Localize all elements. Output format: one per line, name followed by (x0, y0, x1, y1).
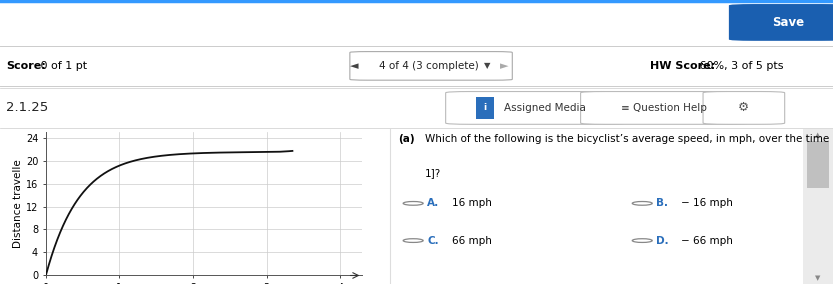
Text: 16 mph: 16 mph (452, 198, 492, 208)
Text: B.: B. (656, 198, 668, 208)
Text: ◄: ◄ (350, 61, 358, 71)
Text: Save: Save (772, 16, 804, 29)
Text: C.: C. (427, 236, 439, 246)
Text: Assigned Media: Assigned Media (504, 103, 586, 113)
Text: A.: A. (427, 198, 440, 208)
Text: Homework: HW 2.1 - Rates of Change and Tangent Lines to Curv: Homework: HW 2.1 - Rates of Change and T… (10, 17, 483, 32)
Text: 2.1.25: 2.1.25 (6, 101, 48, 114)
FancyBboxPatch shape (729, 4, 833, 41)
Y-axis label: Distance travelle: Distance travelle (13, 159, 23, 248)
Text: 1]?: 1]? (425, 168, 441, 178)
Text: Which of the following is the bicyclist’s average speed, in mph, over the time i: Which of the following is the bicyclist’… (425, 133, 833, 144)
Bar (803, 129, 833, 284)
Text: D.: D. (656, 236, 669, 246)
FancyBboxPatch shape (581, 91, 747, 124)
FancyBboxPatch shape (703, 91, 785, 124)
FancyBboxPatch shape (350, 52, 512, 80)
Text: Score:: Score: (6, 61, 46, 71)
Text: ≡ Question Help: ≡ Question Help (621, 103, 707, 113)
Text: ⚙: ⚙ (738, 101, 750, 114)
Text: ▲: ▲ (816, 132, 821, 138)
Text: i: i (484, 103, 486, 112)
Bar (807, 141, 829, 188)
FancyBboxPatch shape (476, 97, 494, 119)
Text: HW Score:: HW Score: (650, 61, 715, 71)
Text: − 66 mph: − 66 mph (681, 236, 733, 246)
Text: 60%, 3 of 5 pts: 60%, 3 of 5 pts (696, 61, 784, 71)
Text: 66 mph: 66 mph (452, 236, 492, 246)
Text: 4 of 4 (3 complete): 4 of 4 (3 complete) (379, 61, 479, 71)
FancyBboxPatch shape (446, 91, 625, 124)
Text: ▼: ▼ (484, 61, 491, 70)
Text: ▼: ▼ (816, 275, 821, 281)
Text: ►: ► (500, 61, 508, 71)
Text: (a): (a) (398, 133, 415, 144)
Text: 0 of 1 pt: 0 of 1 pt (37, 61, 87, 71)
Text: − 16 mph: − 16 mph (681, 198, 733, 208)
